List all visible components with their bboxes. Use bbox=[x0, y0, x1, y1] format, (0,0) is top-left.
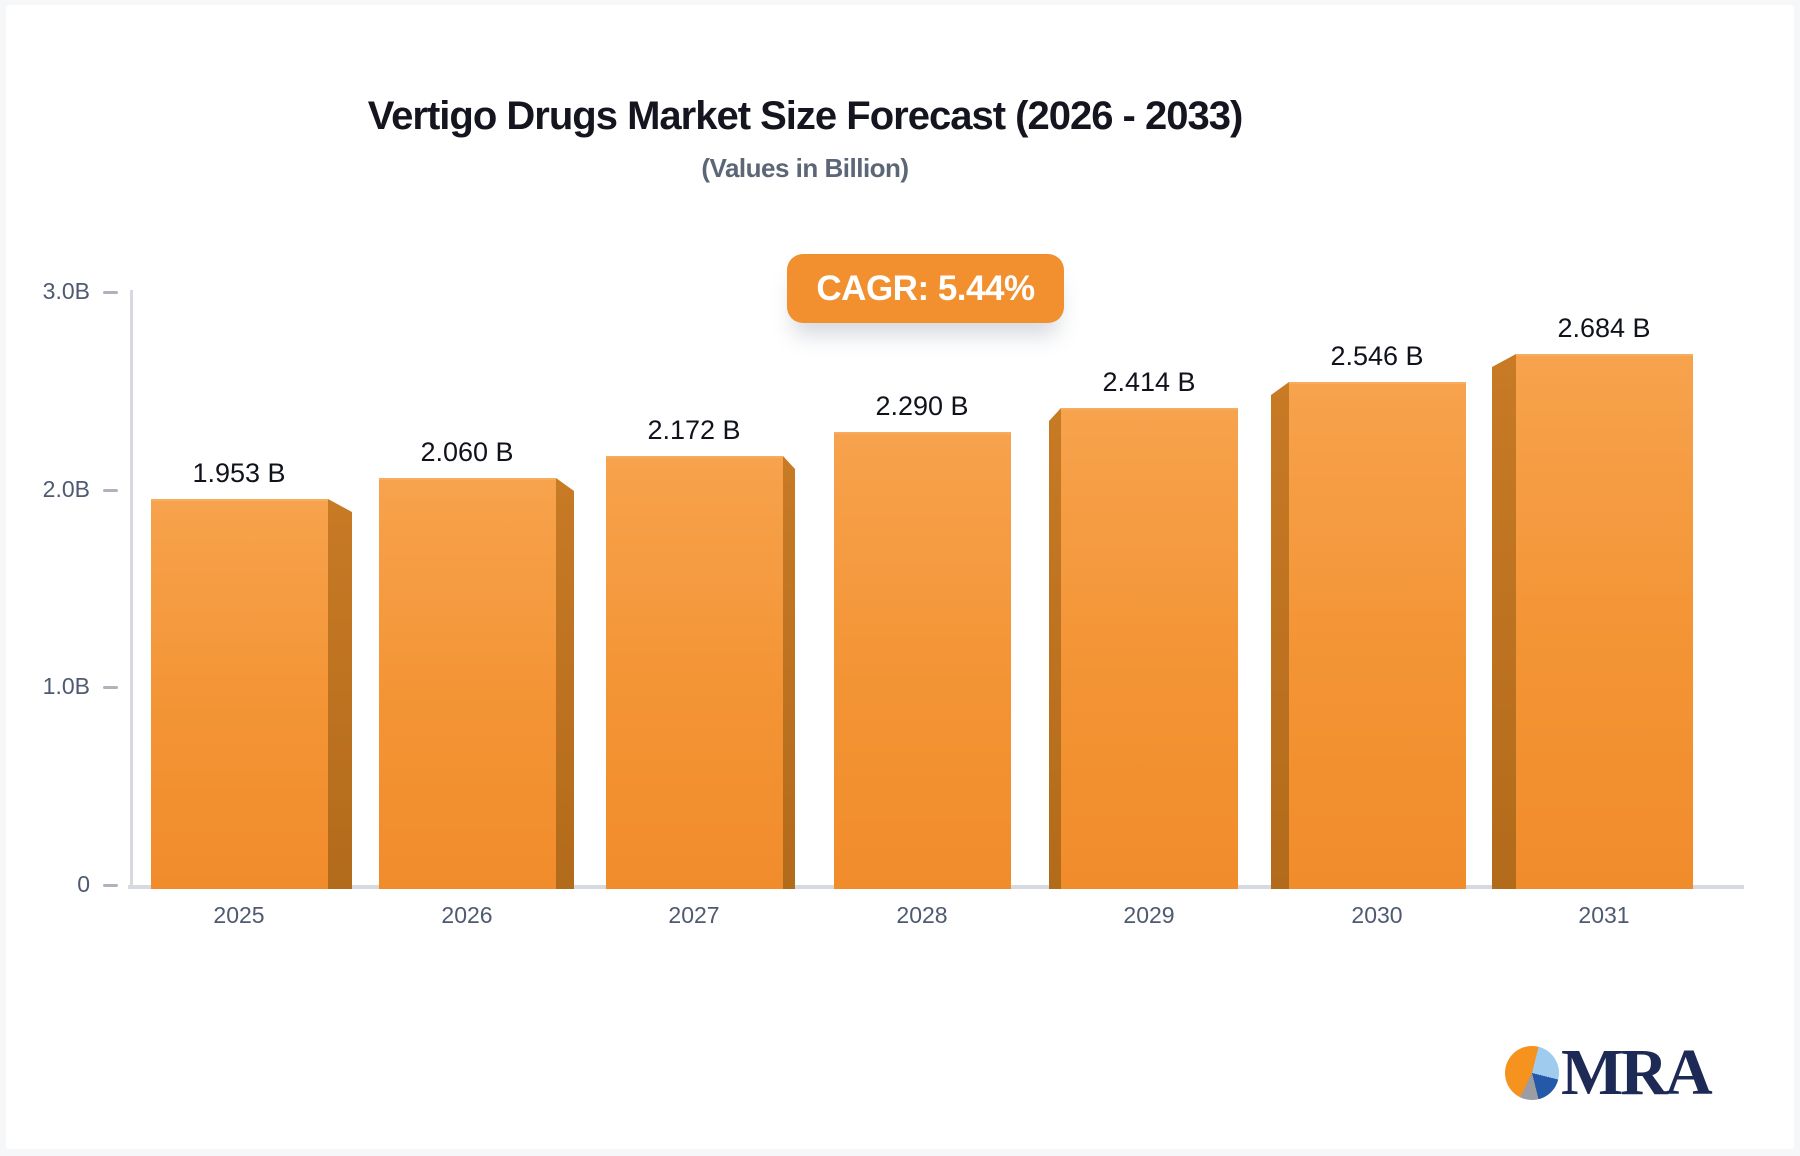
pie-chart-icon bbox=[1505, 1046, 1559, 1100]
x-axis-label: 2030 bbox=[1351, 902, 1403, 928]
cagr-badge: CAGR: 5.44% bbox=[787, 254, 1064, 323]
bar-side-face-2030 bbox=[1271, 382, 1289, 889]
bar-2030 bbox=[1289, 382, 1466, 889]
y-axis-label: 0 bbox=[77, 871, 90, 897]
bar-2029 bbox=[1061, 408, 1238, 889]
bar-side-face-2031 bbox=[1492, 354, 1516, 889]
y-axis-line bbox=[130, 290, 133, 889]
x-axis-label: 2026 bbox=[441, 902, 493, 928]
logo-text: MRA bbox=[1561, 1036, 1713, 1109]
bar-value-label: 1.953 B bbox=[192, 458, 286, 488]
y-axis-tick bbox=[103, 686, 118, 689]
bar-2027 bbox=[606, 456, 783, 889]
bar-side-face-2027 bbox=[783, 456, 795, 889]
x-axis-label: 2025 bbox=[213, 902, 265, 928]
x-axis-label: 2031 bbox=[1578, 902, 1630, 928]
bar-value-label: 2.290 B bbox=[875, 391, 969, 421]
bar-value-label: 2.172 B bbox=[647, 415, 741, 445]
y-axis-label: 3.0B bbox=[42, 278, 90, 304]
bar-value-label: 2.546 B bbox=[1330, 341, 1424, 371]
x-axis-label: 2028 bbox=[896, 902, 948, 928]
cagr-badge-label: CAGR: 5.44% bbox=[816, 268, 1035, 308]
bar-value-label: 2.060 B bbox=[420, 437, 514, 467]
bar-value-label: 2.684 B bbox=[1557, 313, 1651, 343]
bar-side-face-2025 bbox=[328, 499, 352, 889]
bar-2025 bbox=[151, 499, 328, 889]
bar-value-label: 2.414 B bbox=[1102, 367, 1196, 397]
y-axis-label: 2.0B bbox=[42, 476, 90, 502]
y-axis-tick bbox=[103, 884, 118, 887]
y-axis-tick bbox=[103, 489, 118, 492]
bar-2031 bbox=[1516, 354, 1693, 889]
y-axis-label: 1.0B bbox=[42, 673, 90, 699]
x-axis-label: 2027 bbox=[668, 902, 720, 928]
mra-logo: MRA bbox=[1505, 1036, 1713, 1109]
y-axis-tick bbox=[103, 291, 118, 294]
bar-side-face-2026 bbox=[556, 478, 574, 889]
bar-2026 bbox=[379, 478, 556, 889]
x-axis-label: 2029 bbox=[1123, 902, 1175, 928]
bar-side-face-2029 bbox=[1049, 408, 1061, 889]
bar-2028 bbox=[834, 432, 1011, 889]
